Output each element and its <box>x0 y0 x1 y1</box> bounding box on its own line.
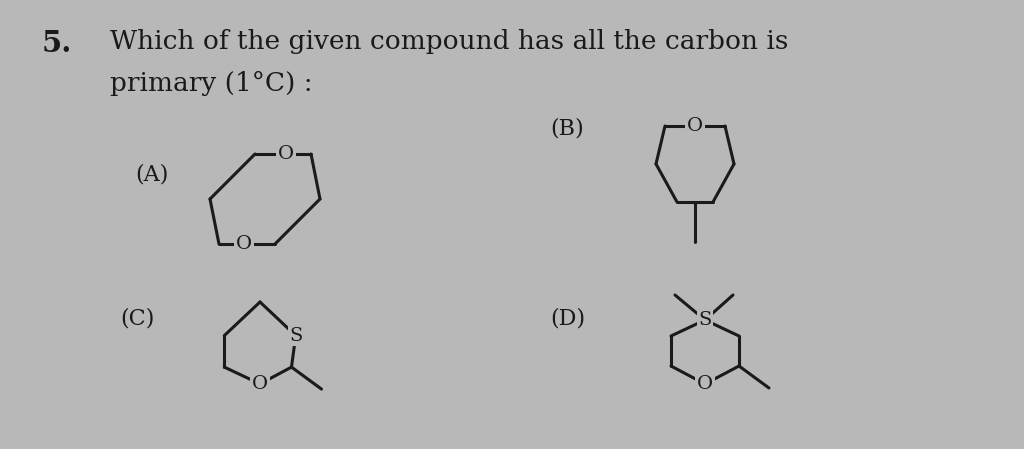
Text: (D): (D) <box>550 308 585 330</box>
Text: S: S <box>698 311 712 329</box>
Text: O: O <box>236 235 252 253</box>
Text: O: O <box>252 375 268 393</box>
Text: O: O <box>697 375 713 393</box>
Text: (B): (B) <box>550 118 584 140</box>
Text: 5.: 5. <box>42 29 73 58</box>
Text: (C): (C) <box>120 308 155 330</box>
Text: O: O <box>687 117 703 135</box>
Text: O: O <box>278 145 294 163</box>
Text: (A): (A) <box>135 163 168 185</box>
Text: S: S <box>289 326 302 344</box>
Text: primary (1°C) :: primary (1°C) : <box>110 71 312 96</box>
Text: Which of the given compound has all the carbon is: Which of the given compound has all the … <box>110 29 788 54</box>
